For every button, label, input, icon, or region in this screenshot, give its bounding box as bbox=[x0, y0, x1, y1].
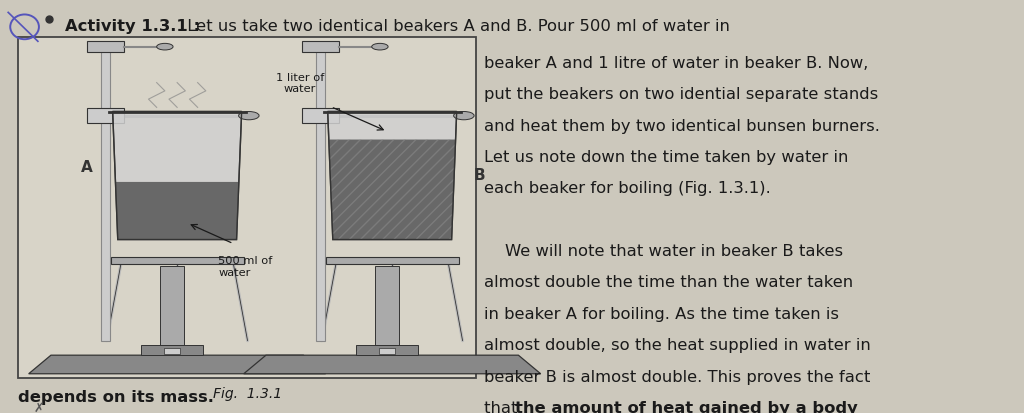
Bar bbox=[302, 108, 339, 123]
Text: the amount of heat gained by a body: the amount of heat gained by a body bbox=[515, 401, 858, 413]
Bar bbox=[164, 348, 180, 354]
Text: beaker A and 1 litre of water in beaker B. Now,: beaker A and 1 litre of water in beaker … bbox=[484, 56, 868, 71]
Bar bbox=[141, 345, 203, 355]
Circle shape bbox=[239, 112, 259, 120]
Text: almost double, so the heat supplied in water in: almost double, so the heat supplied in w… bbox=[484, 338, 871, 353]
Bar bbox=[160, 266, 184, 345]
Text: 500 ml of
water: 500 ml of water bbox=[218, 256, 272, 278]
Text: in beaker A for boiling. As the time taken is: in beaker A for boiling. As the time tak… bbox=[484, 307, 840, 322]
Circle shape bbox=[372, 43, 388, 50]
Bar bbox=[379, 348, 395, 354]
Text: beaker B is almost double. This proves the fact: beaker B is almost double. This proves t… bbox=[484, 370, 870, 385]
Bar bbox=[111, 257, 244, 264]
Text: Let us take two identical beakers A and B. Pour 500 ml of water in: Let us take two identical beakers A and … bbox=[182, 19, 730, 34]
Polygon shape bbox=[328, 112, 457, 240]
Text: Fig.  1.3.1: Fig. 1.3.1 bbox=[213, 387, 282, 401]
Text: B: B bbox=[473, 168, 485, 183]
Bar bbox=[375, 266, 399, 345]
Bar bbox=[326, 257, 459, 264]
Bar bbox=[316, 43, 325, 341]
Text: each beaker for boiling (Fig. 1.3.1).: each beaker for boiling (Fig. 1.3.1). bbox=[484, 181, 771, 196]
Text: A: A bbox=[81, 160, 93, 175]
Polygon shape bbox=[329, 140, 456, 240]
Text: put the beakers on two idential separate stands: put the beakers on two idential separate… bbox=[484, 87, 879, 102]
Text: that: that bbox=[484, 401, 523, 413]
Polygon shape bbox=[29, 355, 326, 374]
Text: 1 liter of
water: 1 liter of water bbox=[275, 73, 325, 94]
Polygon shape bbox=[116, 182, 239, 240]
Text: ✗: ✗ bbox=[34, 402, 44, 413]
Bar bbox=[87, 41, 124, 52]
Bar bbox=[101, 43, 110, 341]
Bar bbox=[302, 41, 339, 52]
Text: almost double the time than the water taken: almost double the time than the water ta… bbox=[484, 275, 853, 290]
Bar bbox=[18, 37, 476, 378]
Text: and heat them by two identical bunsen burners.: and heat them by two identical bunsen bu… bbox=[484, 119, 881, 133]
Text: We will note that water in beaker B takes: We will note that water in beaker B take… bbox=[484, 244, 844, 259]
Polygon shape bbox=[244, 355, 541, 374]
Polygon shape bbox=[113, 112, 242, 240]
Circle shape bbox=[454, 112, 474, 120]
Text: Let us note down the time taken by water in: Let us note down the time taken by water… bbox=[484, 150, 849, 165]
Bar bbox=[87, 108, 124, 123]
Circle shape bbox=[157, 43, 173, 50]
Bar bbox=[356, 345, 418, 355]
Text: depends on its mass.: depends on its mass. bbox=[18, 390, 214, 405]
Text: Activity 1.3.1 :: Activity 1.3.1 : bbox=[65, 19, 206, 34]
